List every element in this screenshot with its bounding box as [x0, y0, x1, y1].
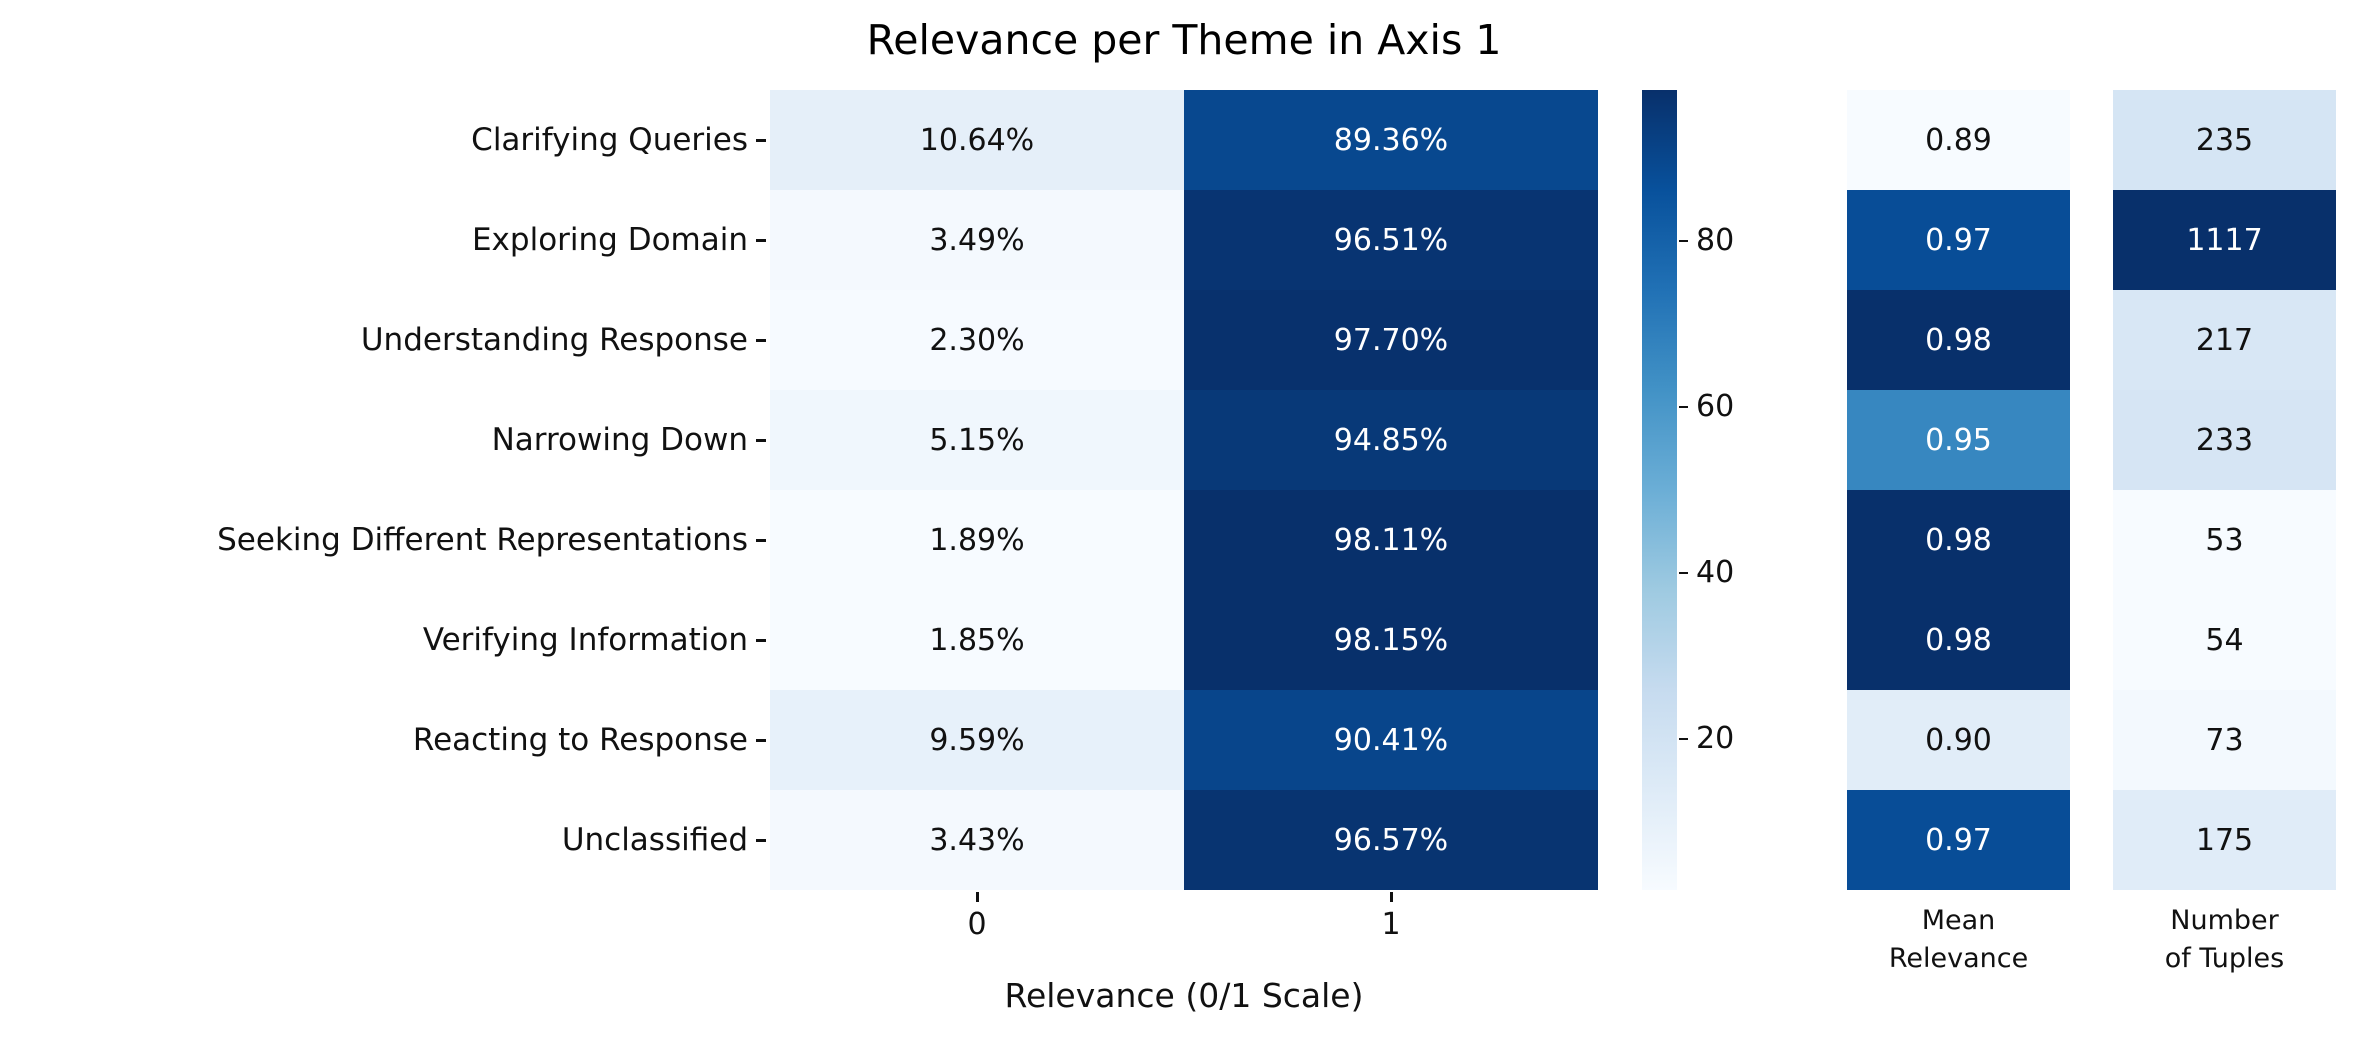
y-axis-label: Narrowing Down: [491, 422, 748, 458]
y-tick: [756, 839, 766, 842]
heatmap-cell: 98.15%: [1184, 590, 1598, 690]
heatmap-cell: 94.85%: [1184, 390, 1598, 490]
heatmap-cell: 96.57%: [1184, 790, 1598, 890]
heatmap-cell: 1.89%: [770, 490, 1184, 590]
num-tuples-cell: 217: [2113, 290, 2336, 390]
mean-relevance-cell: 0.95: [1847, 390, 2070, 490]
mean-relevance-column-label: Mean Relevance: [1888, 905, 2029, 974]
colorbar-tick-label: 20: [1696, 721, 1735, 757]
x-tick-label: 1: [1381, 907, 1401, 942]
mean-relevance-cell: 0.97: [1847, 190, 2070, 290]
y-axis-labels: Clarifying Queries Exploring Domain Unders…: [0, 90, 748, 890]
y-axis-label: Reacting to Response: [412, 722, 748, 758]
num-tuples-cell: 73: [2113, 690, 2336, 790]
heatmap-cell: 3.49%: [770, 190, 1184, 290]
num-tuples-cell: 54: [2113, 590, 2336, 690]
heatmap-cell: 2.30%: [770, 290, 1184, 390]
y-axis-label: Exploring Domain: [471, 222, 748, 258]
y-tick: [756, 539, 766, 542]
colorbar-tick: [1679, 737, 1688, 741]
colorbar-tick: [1679, 239, 1688, 243]
mean-relevance-cell: 0.90: [1847, 690, 2070, 790]
y-tick: [756, 239, 766, 242]
num-tuples-cell: 175: [2113, 790, 2336, 890]
num-tuples-cell: 233: [2113, 390, 2336, 490]
y-axis-label: Clarifying Queries: [471, 122, 748, 158]
num-tuples-cell: 235: [2113, 90, 2336, 190]
heatmap-cell: 98.11%: [1184, 490, 1598, 590]
num-tuples-column: 235 1117 217 233 53 54 73 175: [2113, 90, 2336, 890]
mean-relevance-cell: 0.98: [1847, 590, 2070, 690]
mean-relevance-cell: 0.98: [1847, 290, 2070, 390]
colorbar-tick-label: 60: [1696, 388, 1735, 424]
y-axis-label: Unclassified: [561, 822, 748, 858]
mean-relevance-cell: 0.98: [1847, 490, 2070, 590]
heatmap-cell: 90.41%: [1184, 690, 1598, 790]
y-tick: [756, 639, 766, 642]
mean-relevance-cell: 0.97: [1847, 790, 2070, 890]
relevance-heatmap: 10.64% 89.36% 3.49% 96.51% 2.30% 97.70% 5.15% 9…: [770, 90, 1598, 890]
colorbar-tick: [1679, 405, 1688, 409]
colorbar-tick-label: 40: [1696, 555, 1735, 591]
y-axis-label: Seeking Different Representations: [217, 522, 748, 558]
chart-title: Relevance per Theme in Axis 1: [866, 16, 1502, 64]
colorbar-tick-label: 80: [1696, 222, 1735, 258]
mean-relevance-column: 0.89 0.97 0.98 0.95 0.98 0.98 0.90 0.97: [1847, 90, 2070, 890]
num-tuples-cell: 1117: [2113, 190, 2336, 290]
y-axis-label: Verifying Information: [422, 622, 748, 658]
y-axis-label: Understanding Response: [360, 322, 748, 358]
heatmap-cell: 9.59%: [770, 690, 1184, 790]
heatmap-cell: 5.15%: [770, 390, 1184, 490]
num-tuples-column-label: Number of Tuples: [2164, 905, 2285, 974]
colorbar-tick: [1679, 571, 1688, 575]
heatmap-cell: 1.85%: [770, 590, 1184, 690]
heatmap-cell: 10.64%: [770, 90, 1184, 190]
x-tick: [1390, 892, 1393, 902]
colorbar: [1642, 90, 1677, 890]
x-tick: [976, 892, 979, 902]
x-axis-label: Relevance (0/1 Scale): [1004, 976, 1364, 1015]
y-tick: [756, 439, 766, 442]
num-tuples-cell: 53: [2113, 490, 2336, 590]
heatmap-cell: 97.70%: [1184, 290, 1598, 390]
heatmap-cell: 89.36%: [1184, 90, 1598, 190]
mean-relevance-cell: 0.89: [1847, 90, 2070, 190]
y-tick: [756, 739, 766, 742]
heatmap-cell: 3.43%: [770, 790, 1184, 890]
y-tick: [756, 339, 766, 342]
x-tick-label: 0: [967, 907, 987, 942]
heatmap-cell: 96.51%: [1184, 190, 1598, 290]
y-tick: [756, 139, 766, 142]
